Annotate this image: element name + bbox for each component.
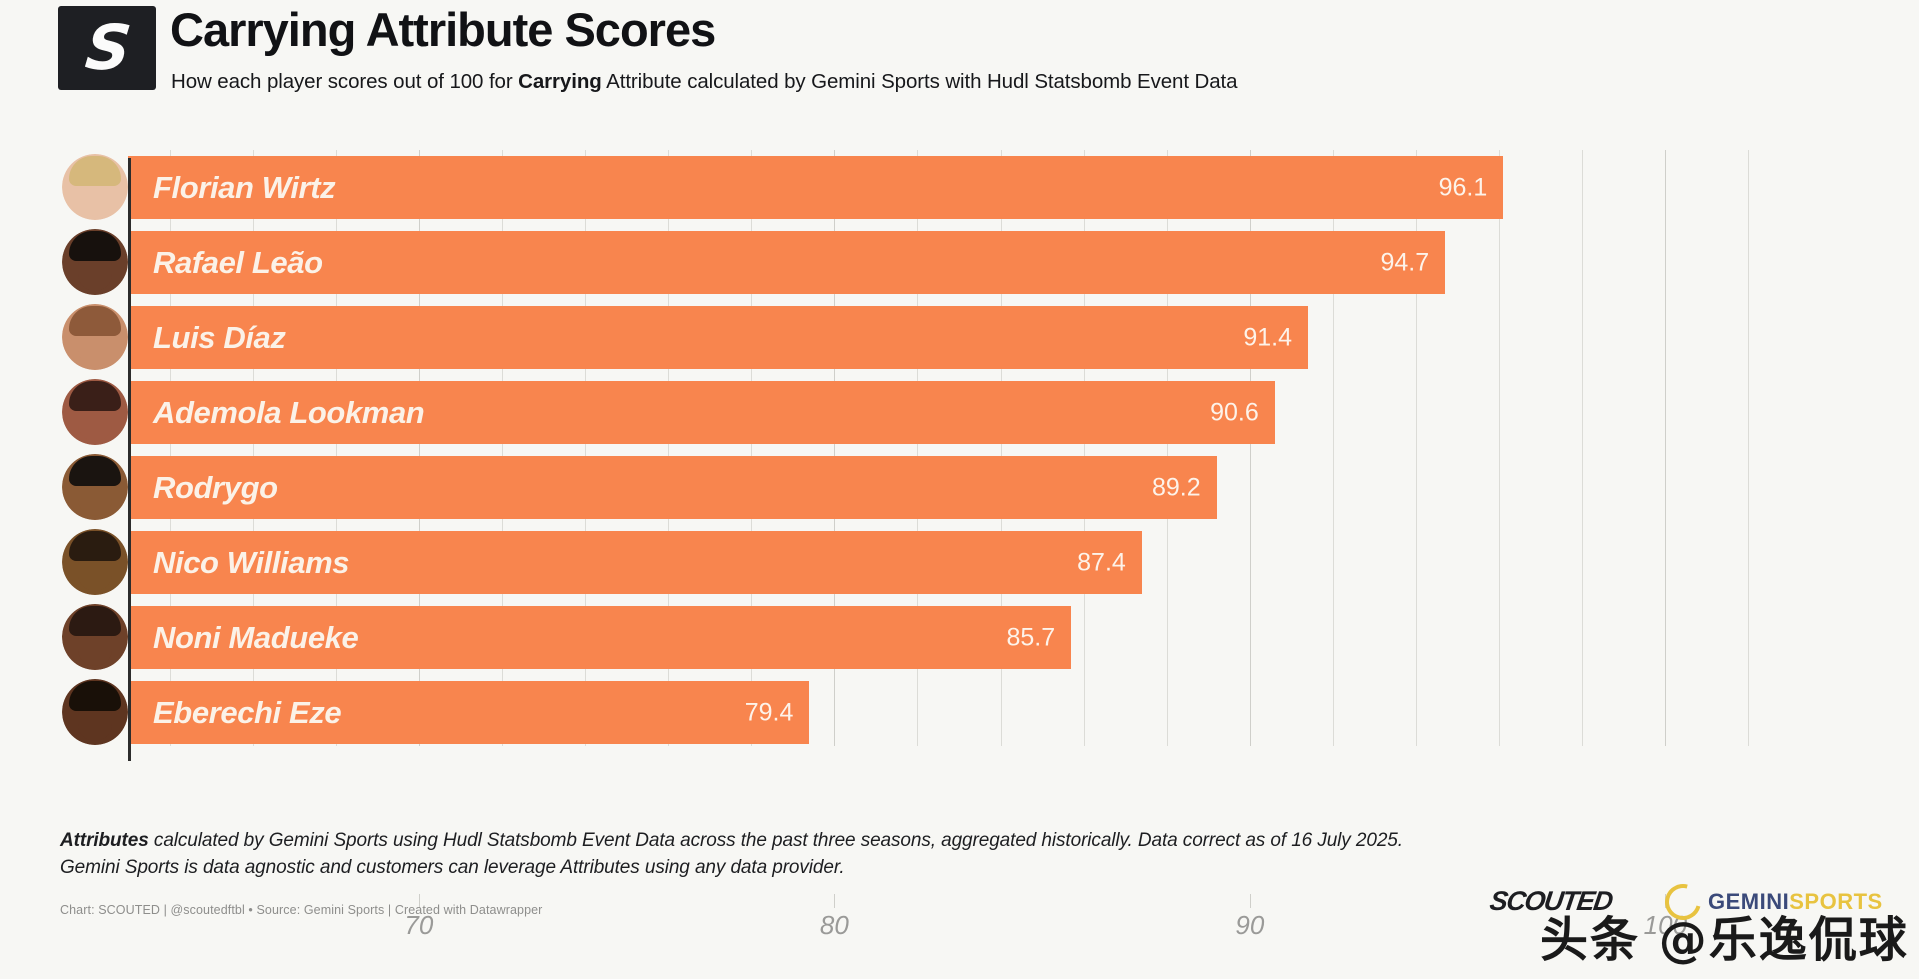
bar-value-label: 91.4 <box>1243 323 1293 351</box>
bar-row[interactable]: Luis Díaz 91.4 <box>62 300 1790 375</box>
x-tick-label: 70 <box>404 910 434 940</box>
gridline <box>418 150 420 746</box>
gridline <box>751 150 753 746</box>
gridline <box>1748 150 1750 746</box>
gridline <box>834 150 836 746</box>
plot-area: Florian Wirtz 96.1 Rafael Leão 94.7 Luis Día… <box>62 150 1790 760</box>
x-tick-label: 100 <box>1643 910 1688 940</box>
bar[interactable]: Florian Wirtz 96.1 <box>128 156 1504 219</box>
avatar-nico-williams <box>62 529 128 595</box>
bar-rows: Florian Wirtz 96.1 Rafael Leão 94.7 Luis Día… <box>62 150 1790 750</box>
avatar-florian-wirtz <box>62 154 128 220</box>
x-tick-label: 80 <box>819 910 849 940</box>
x-tick-mark <box>1665 894 1667 908</box>
watermark-text: 头条 @乐逸侃球 <box>1540 912 1909 968</box>
x-tick-mark <box>1249 894 1251 908</box>
bar-value-label: 79.4 <box>744 698 794 726</box>
bar-chart: Florian Wirtz 96.1 Rafael Leão 94.7 Luis Día… <box>0 150 1919 940</box>
avatar-ademola-lookman <box>62 379 128 445</box>
x-tick-mark <box>418 894 420 908</box>
bar-row[interactable]: Noni Madueke 85.7 <box>62 600 1790 675</box>
footnote-line-1: Attributes calculated by Gemini Sports u… <box>60 828 1560 855</box>
subtitle-pre: How each player scores out of 100 for <box>171 70 519 93</box>
avatar-noni-madueke <box>62 604 128 670</box>
scouted-s-icon: S <box>81 11 133 84</box>
avatar-rafael-leao <box>62 229 128 295</box>
bar-row[interactable]: Rodrygo 89.2 <box>62 450 1790 525</box>
bar[interactable]: Rodrygo 89.2 <box>128 456 1217 519</box>
page-title: Carrying Attribute Scores <box>170 3 716 56</box>
bar-value-label: 96.1 <box>1438 173 1488 201</box>
x-tick-mark <box>834 894 836 908</box>
bar[interactable]: Rafael Leão 94.7 <box>128 231 1446 294</box>
bar-value-label: 90.6 <box>1210 398 1259 426</box>
subtitle-bold: Carrying <box>518 70 602 93</box>
bar-value-label: 85.7 <box>1006 623 1056 651</box>
gemini-sports-logo: GEMINISPORTS <box>1658 877 1883 927</box>
subtitle-post: Attribute calculated by Gemini Sports wi… <box>601 70 1238 93</box>
gridline <box>1332 150 1334 746</box>
bar-row[interactable]: Nico Williams 87.4 <box>62 525 1790 600</box>
gridline <box>1000 150 1002 746</box>
x-axis: 70 80 90 100 <box>128 894 1790 950</box>
bar-row[interactable]: Ademola Lookman 90.6 <box>62 375 1790 450</box>
gridline <box>1249 150 1251 746</box>
avatar-rodrygo <box>62 454 128 520</box>
bar[interactable]: Luis Díaz 91.4 <box>128 306 1309 369</box>
bar-player-name: Rafael Leão <box>153 244 323 280</box>
gridline <box>585 150 587 746</box>
gridline <box>1166 150 1168 746</box>
bar[interactable]: Nico Williams 87.4 <box>128 531 1142 594</box>
y-axis-line <box>128 158 131 761</box>
footnote: Attributes calculated by Gemini Sports u… <box>60 828 1560 882</box>
bar[interactable]: Ademola Lookman 90.6 <box>128 381 1275 444</box>
gridline <box>252 150 254 746</box>
scouted-logo: S <box>58 6 156 90</box>
footnote-attributes-label: Attributes <box>60 830 149 851</box>
bar-row[interactable]: Rafael Leão 94.7 <box>62 225 1790 300</box>
gridline <box>1582 150 1584 746</box>
bar-player-name: Noni Madueke <box>153 619 359 655</box>
footnote-line-1-rest: calculated by Gemini Sports using Hudl S… <box>148 830 1403 851</box>
bar-row[interactable]: Eberechi Eze 79.4 <box>62 675 1790 750</box>
gridline <box>917 150 919 746</box>
gridline <box>1083 150 1085 746</box>
footnote-line-2: Gemini Sports is data agnostic and custo… <box>60 856 845 878</box>
gridline <box>169 150 171 746</box>
chart-credit: Chart: SCOUTED | @scoutedftbl • Source: … <box>60 903 543 917</box>
bar-value-label: 94.7 <box>1380 248 1430 276</box>
gridline <box>1499 150 1501 746</box>
bar[interactable]: Noni Madueke 85.7 <box>128 606 1072 669</box>
chart-header: S Carrying Attribute Scores How each pla… <box>0 0 1919 118</box>
bar-value-label: 87.4 <box>1077 548 1126 576</box>
gemini-wordmark: GEMINISPORTS <box>1708 889 1883 915</box>
brand-bar: SCOUTED GEMINISPORTS <box>1488 877 1910 940</box>
bar-value-label: 89.2 <box>1151 473 1201 501</box>
avatar-eberechi-eze <box>62 679 128 745</box>
x-tick-label: 90 <box>1235 910 1265 940</box>
gridlines <box>128 150 1790 760</box>
bar-player-name: Ademola Lookman <box>153 394 425 430</box>
gemini-word: GEMINI <box>1708 889 1790 914</box>
bar-player-name: Nico Williams <box>153 544 350 580</box>
gridline <box>1665 150 1667 746</box>
page-subtitle: How each player scores out of 100 for Ca… <box>171 70 1238 94</box>
bar-player-name: Eberechi Eze <box>153 694 342 730</box>
gridline <box>1416 150 1418 746</box>
bar-player-name: Florian Wirtz <box>153 169 336 205</box>
bar-row[interactable]: Florian Wirtz 96.1 <box>62 150 1790 225</box>
bar[interactable]: Eberechi Eze 79.4 <box>128 681 810 744</box>
avatar-luis-diaz <box>62 304 128 370</box>
bar-player-name: Rodrygo <box>153 469 278 505</box>
gridline <box>501 150 503 746</box>
bar-player-name: Luis Díaz <box>153 319 286 355</box>
gridline <box>335 150 337 746</box>
gridline <box>668 150 670 746</box>
sports-word: SPORTS <box>1789 889 1883 914</box>
